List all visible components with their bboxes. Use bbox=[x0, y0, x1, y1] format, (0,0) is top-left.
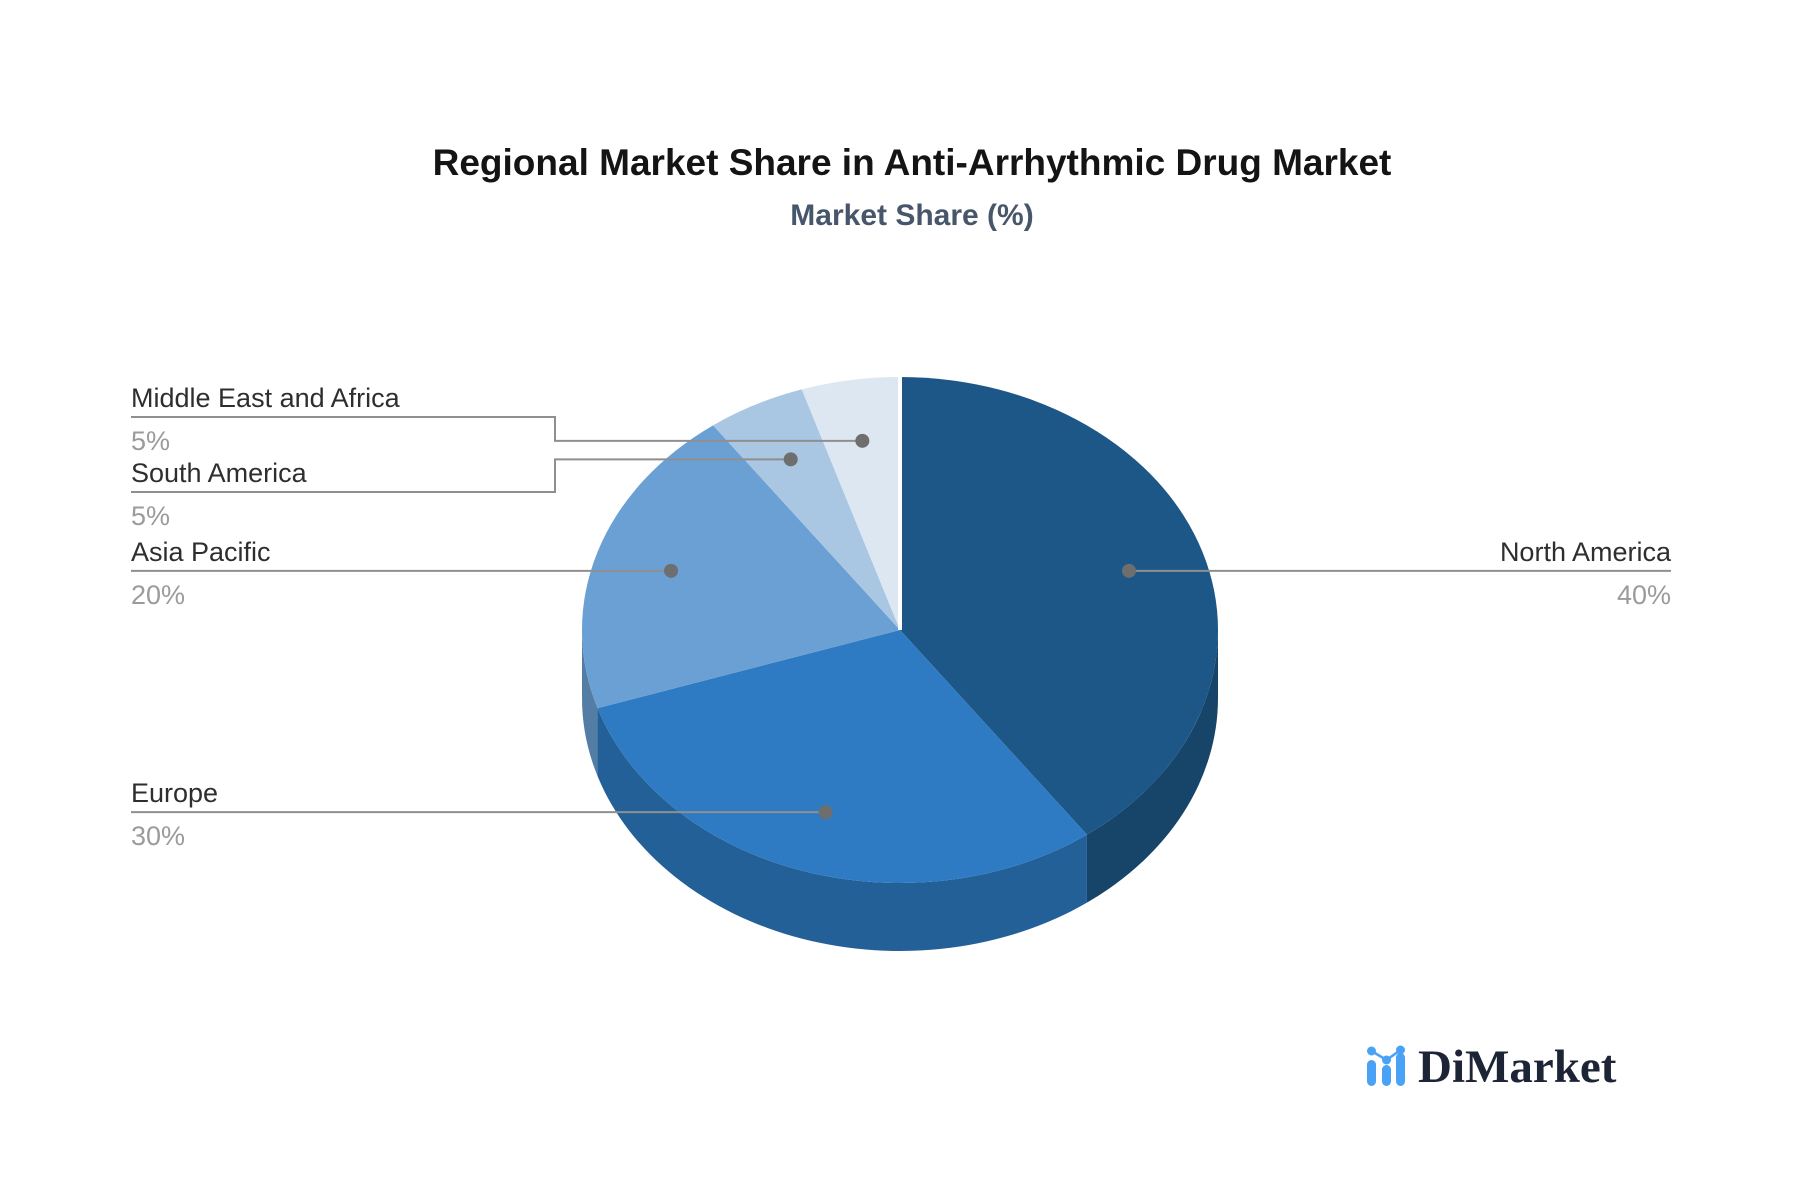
callout-dot-europe bbox=[818, 805, 833, 820]
logo-dot bbox=[1382, 1055, 1391, 1065]
logo-bar bbox=[1396, 1053, 1405, 1086]
slice-value-europe: 30% bbox=[131, 821, 185, 851]
callout-dot-middle-east-and-africa bbox=[855, 433, 870, 448]
brand-name: DiMarket bbox=[1418, 1041, 1617, 1093]
callout-dot-asia-pacific bbox=[664, 563, 679, 578]
slice-value-asia-pacific: 20% bbox=[131, 580, 185, 610]
slice-label-europe: Europe bbox=[131, 778, 218, 808]
pie-slice-side-europe bbox=[597, 708, 1087, 951]
pie-slice-north-america[interactable] bbox=[900, 377, 1218, 835]
logo-bar bbox=[1367, 1060, 1376, 1086]
bar-line-chart-icon bbox=[1367, 1045, 1405, 1086]
slice-value-middle-east-and-africa: 5% bbox=[131, 426, 170, 456]
chart-subtitle: Market Share (%) bbox=[790, 199, 1034, 232]
chart-title: Regional Market Share in Anti-Arrhythmic… bbox=[432, 142, 1392, 183]
slice-label-asia-pacific: Asia Pacific bbox=[131, 537, 271, 567]
pie-slice-asia-pacific[interactable] bbox=[581, 425, 900, 709]
logo-bar bbox=[1382, 1065, 1391, 1086]
callout-line-middle-east-and-africa bbox=[131, 416, 863, 442]
slice-label-north-america: North America bbox=[1500, 537, 1672, 567]
brand-watermark: DiMarket bbox=[1363, 1041, 1617, 1093]
pie-slice-south-america[interactable] bbox=[713, 389, 900, 630]
slice-value-north-america: 40% bbox=[1617, 580, 1671, 610]
pie-slice-side-north-america bbox=[1086, 630, 1218, 903]
logo-dot bbox=[1367, 1046, 1376, 1056]
slice-value-south-america: 5% bbox=[131, 501, 170, 531]
pie-slice-europe[interactable] bbox=[597, 630, 1087, 883]
slice-label-south-america: South America bbox=[131, 458, 308, 488]
slice-label-middle-east-and-africa: Middle East and Africa bbox=[131, 383, 401, 413]
callout-dot-south-america bbox=[783, 452, 798, 467]
callout-dot-north-america bbox=[1121, 563, 1136, 578]
logo-dot bbox=[1396, 1045, 1405, 1055]
callout-line-south-america bbox=[131, 458, 791, 493]
pie-slice-side-asia-pacific bbox=[582, 630, 598, 777]
